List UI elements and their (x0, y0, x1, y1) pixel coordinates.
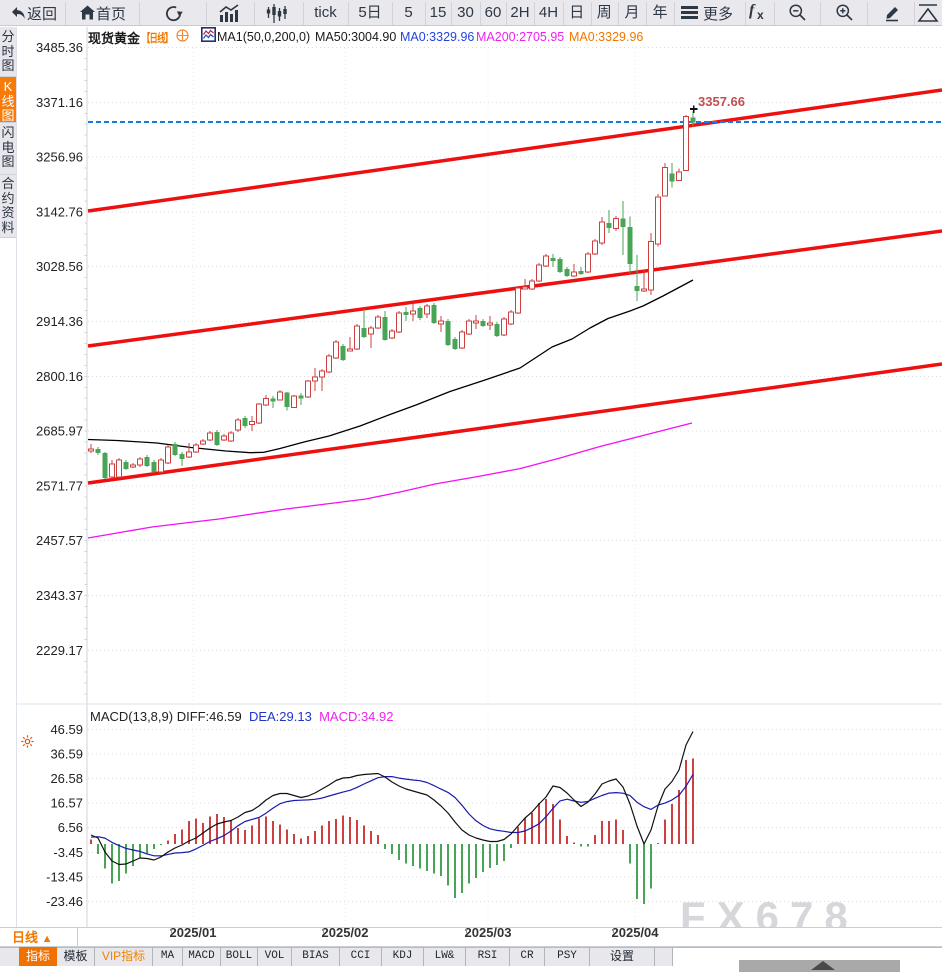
svg-text:26.58: 26.58 (50, 771, 83, 786)
svg-text:2685.97: 2685.97 (36, 424, 83, 439)
svg-text:-3.45: -3.45 (53, 845, 83, 860)
svg-text:2457.57: 2457.57 (36, 533, 83, 548)
svg-text:3371.16: 3371.16 (36, 95, 83, 110)
svg-text:3256.96: 3256.96 (36, 150, 83, 165)
svg-text:3485.36: 3485.36 (36, 40, 83, 55)
svg-text:-23.46: -23.46 (46, 894, 83, 909)
svg-text:2571.77: 2571.77 (36, 478, 83, 493)
svg-text:3028.56: 3028.56 (36, 259, 83, 274)
svg-text:3142.76: 3142.76 (36, 204, 83, 219)
svg-text:2343.37: 2343.37 (36, 588, 83, 603)
svg-text:2914.36: 2914.36 (36, 314, 83, 329)
svg-text:2229.17: 2229.17 (36, 643, 83, 658)
svg-text:2800.16: 2800.16 (36, 369, 83, 384)
svg-text:46.59: 46.59 (50, 722, 83, 737)
svg-text:3357.66: 3357.66 (698, 94, 745, 109)
svg-text:6.56: 6.56 (58, 820, 83, 835)
svg-text:36.59: 36.59 (50, 747, 83, 762)
svg-text:-13.45: -13.45 (46, 869, 83, 884)
svg-text:16.57: 16.57 (50, 796, 83, 811)
